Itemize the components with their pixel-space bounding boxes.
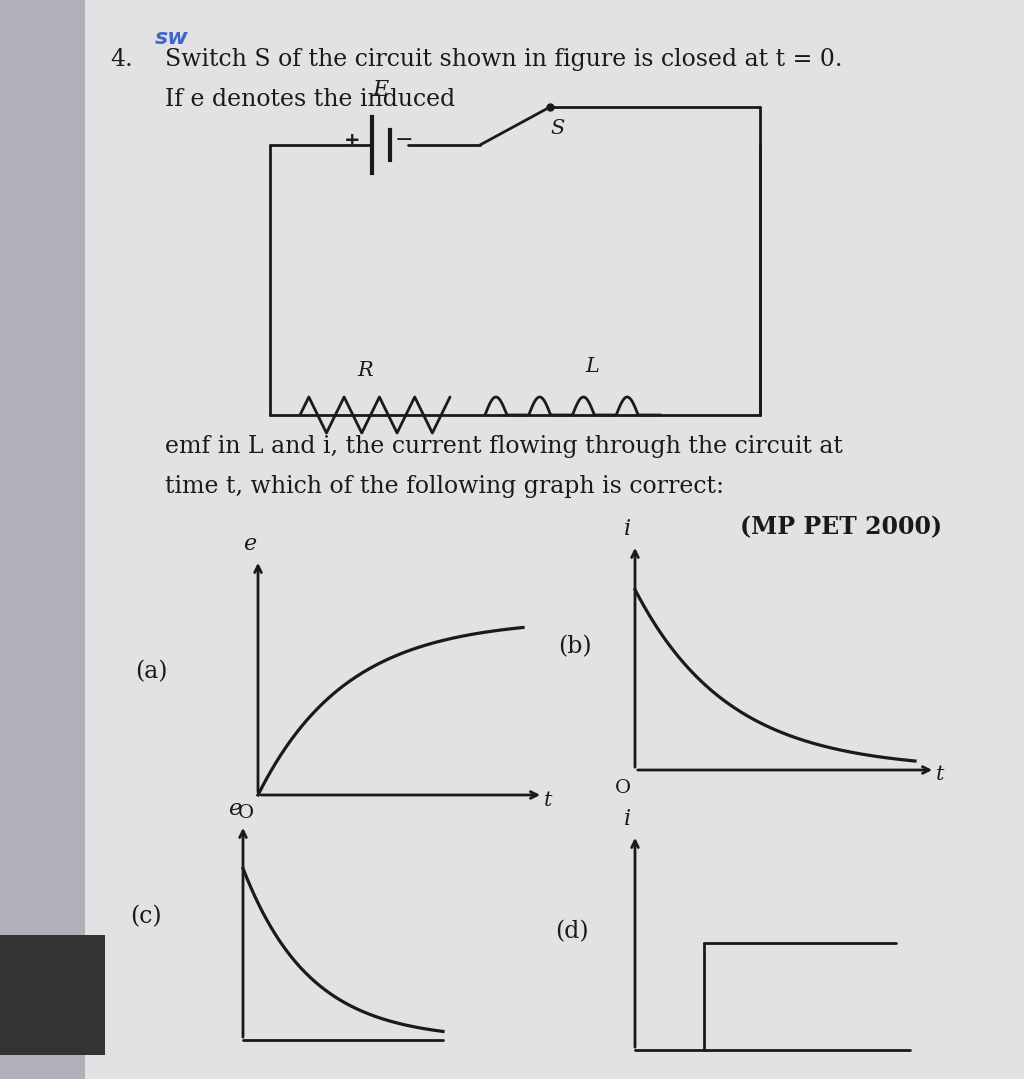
Text: +: + xyxy=(344,131,360,150)
Text: time t, which of the following graph is correct:: time t, which of the following graph is … xyxy=(165,475,724,498)
Text: O: O xyxy=(238,804,254,822)
Text: emf in L and i, the current flowing through the circuit at: emf in L and i, the current flowing thro… xyxy=(165,435,843,457)
Text: E: E xyxy=(372,79,388,101)
Text: i: i xyxy=(624,808,631,830)
Text: −: − xyxy=(394,129,414,150)
Text: i: i xyxy=(624,518,631,540)
Text: (c): (c) xyxy=(130,905,162,928)
Text: O: O xyxy=(615,779,631,797)
Text: R: R xyxy=(357,360,373,380)
Text: t: t xyxy=(544,791,552,809)
Text: sw: sw xyxy=(155,28,188,47)
Bar xyxy=(0,935,105,1055)
Text: 4.: 4. xyxy=(110,47,133,71)
Text: (a): (a) xyxy=(135,660,168,683)
Text: L: L xyxy=(586,357,599,377)
Text: (d): (d) xyxy=(555,920,589,943)
Text: e: e xyxy=(244,533,257,555)
Text: (b): (b) xyxy=(558,636,592,658)
Text: (MP PET 2000): (MP PET 2000) xyxy=(740,515,942,540)
Text: Switch S of the circuit shown in figure is closed at t = 0.: Switch S of the circuit shown in figure … xyxy=(165,47,843,71)
Bar xyxy=(0,0,85,1079)
Text: t: t xyxy=(936,765,944,784)
Text: S: S xyxy=(551,120,565,138)
Text: If e denotes the induced: If e denotes the induced xyxy=(165,88,456,111)
Text: e: e xyxy=(228,798,242,820)
